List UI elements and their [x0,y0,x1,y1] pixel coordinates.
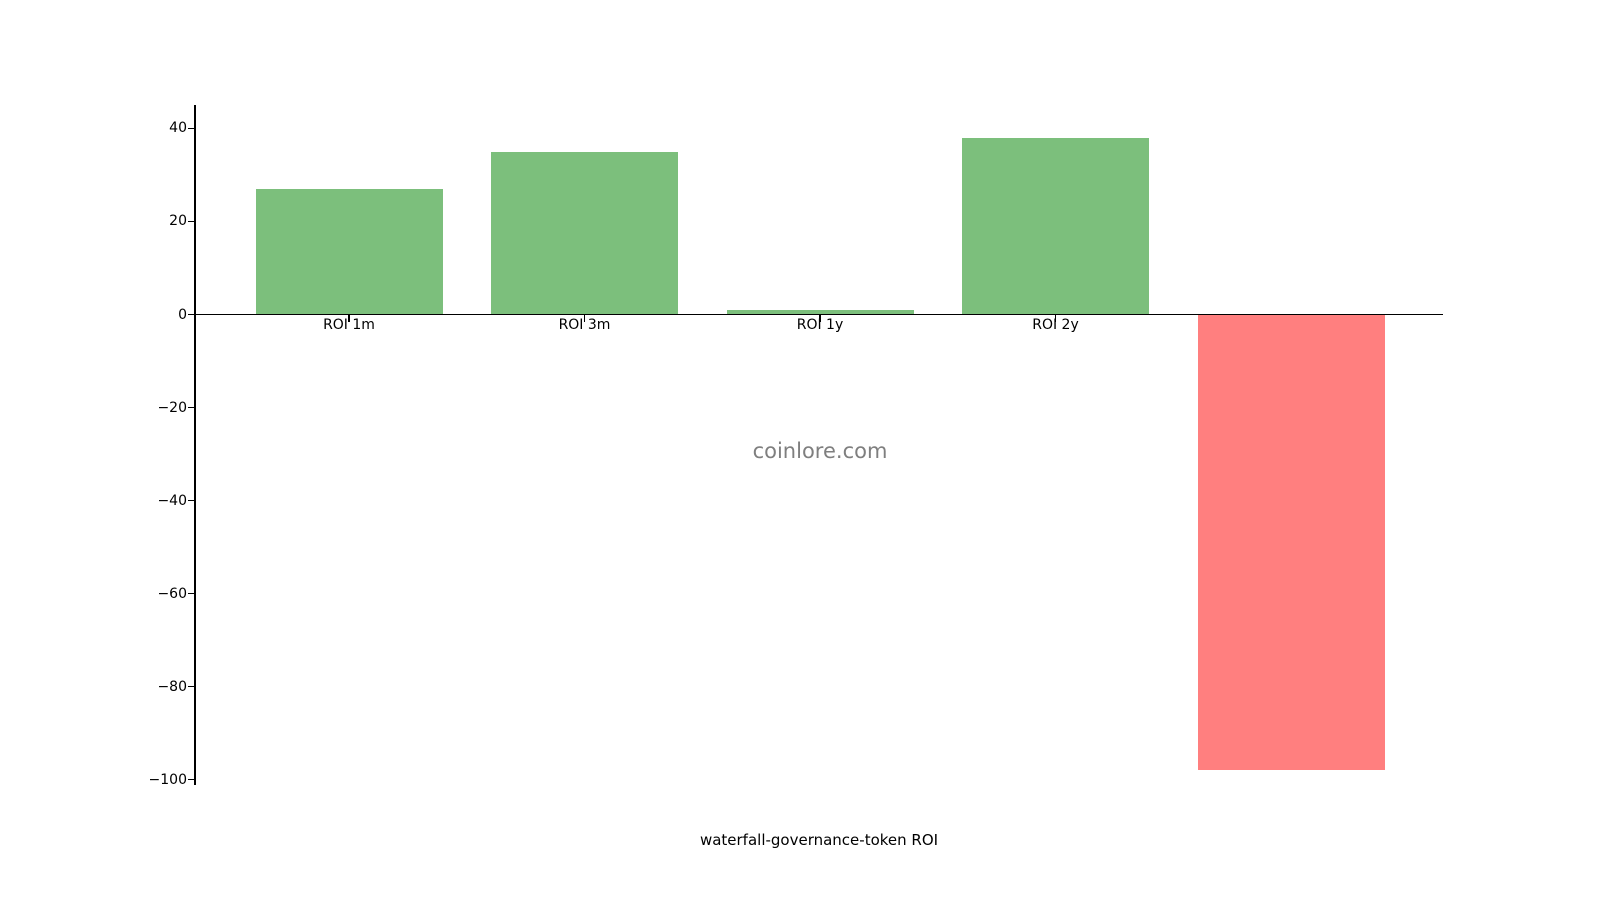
watermark: coinlore.com [752,439,888,463]
y-tick-label: −20 [157,399,187,416]
y-tick-label: 40 [169,120,187,137]
y-tick-label: −60 [157,585,187,602]
x-tick-mark [583,315,586,322]
bar-roi-2y [962,137,1149,315]
y-tick-mark [187,406,195,409]
y-tick-label: 0 [178,306,187,323]
y-tick-mark [187,592,195,595]
y-tick-mark [187,220,195,223]
chart-title: waterfall-governance-token ROI [699,831,939,849]
bar-roi-1m [255,188,443,315]
y-tick-mark [187,313,195,316]
x-axis-line [194,313,1443,316]
x-tick-label-roi-1m: ROI 1m [323,317,375,333]
y-tick-mark [187,499,195,502]
y-tick-label: −80 [157,678,187,695]
x-tick-mark [819,315,821,322]
x-tick-mark [1054,315,1057,322]
x-tick-mark [348,315,350,322]
y-tick-label: −40 [157,492,187,509]
y-tick-mark [187,127,195,130]
y-tick-label: −100 [148,771,187,788]
x-tick-label-roi-3m: ROI 3m [558,317,611,333]
bar-unlabeled [1197,314,1385,771]
y-axis-spine [194,105,196,785]
x-tick-label-roi-1y: ROI 1y [796,317,844,333]
bar-roi-1y [726,309,914,315]
y-tick-mark [187,686,195,688]
y-tick-label: 20 [169,213,187,230]
y-tick-mark [187,779,195,781]
x-tick-label-roi-2y: ROI 2y [1032,317,1079,333]
bar-roi-3m [491,151,678,315]
